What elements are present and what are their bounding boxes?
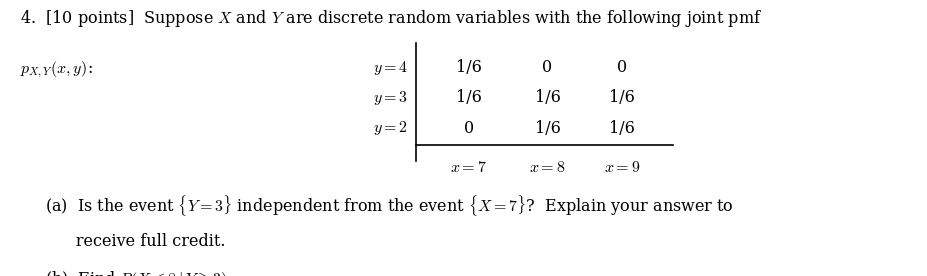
Text: 0: 0 bbox=[542, 59, 552, 76]
Text: 1/6: 1/6 bbox=[455, 89, 481, 107]
Text: $x = 7$: $x = 7$ bbox=[450, 159, 487, 176]
Text: $p_{X,Y}(x, y)$:: $p_{X,Y}(x, y)$: bbox=[20, 59, 93, 80]
Text: 1/6: 1/6 bbox=[534, 89, 560, 107]
Text: 1/6: 1/6 bbox=[455, 59, 481, 76]
Text: 0: 0 bbox=[464, 120, 473, 137]
Text: $y = 3$: $y = 3$ bbox=[373, 89, 408, 107]
Text: (a)  Is the event $\{Y = 3\}$ independent from the event $\{X = 7\}$?  Explain y: (a) Is the event $\{Y = 3\}$ independent… bbox=[44, 193, 732, 218]
Text: 1/6: 1/6 bbox=[608, 120, 634, 137]
Text: $x = 9$: $x = 9$ bbox=[603, 159, 640, 176]
Text: 1/6: 1/6 bbox=[608, 89, 634, 107]
Text: 0: 0 bbox=[616, 59, 626, 76]
Text: (b)  Find $P(X \leq 8\mid Y \geq 3)$.: (b) Find $P(X \leq 8\mid Y \geq 3)$. bbox=[44, 269, 232, 276]
Text: $y = 2$: $y = 2$ bbox=[373, 119, 408, 137]
Text: 4.  [10 points]  Suppose $X$ and $Y$ are discrete random variables with the foll: 4. [10 points] Suppose $X$ and $Y$ are d… bbox=[20, 8, 762, 29]
Text: $y = 4$: $y = 4$ bbox=[373, 59, 408, 77]
Text: receive full credit.: receive full credit. bbox=[44, 233, 225, 250]
Text: $x = 8$: $x = 8$ bbox=[528, 159, 565, 176]
Text: 1/6: 1/6 bbox=[534, 120, 560, 137]
